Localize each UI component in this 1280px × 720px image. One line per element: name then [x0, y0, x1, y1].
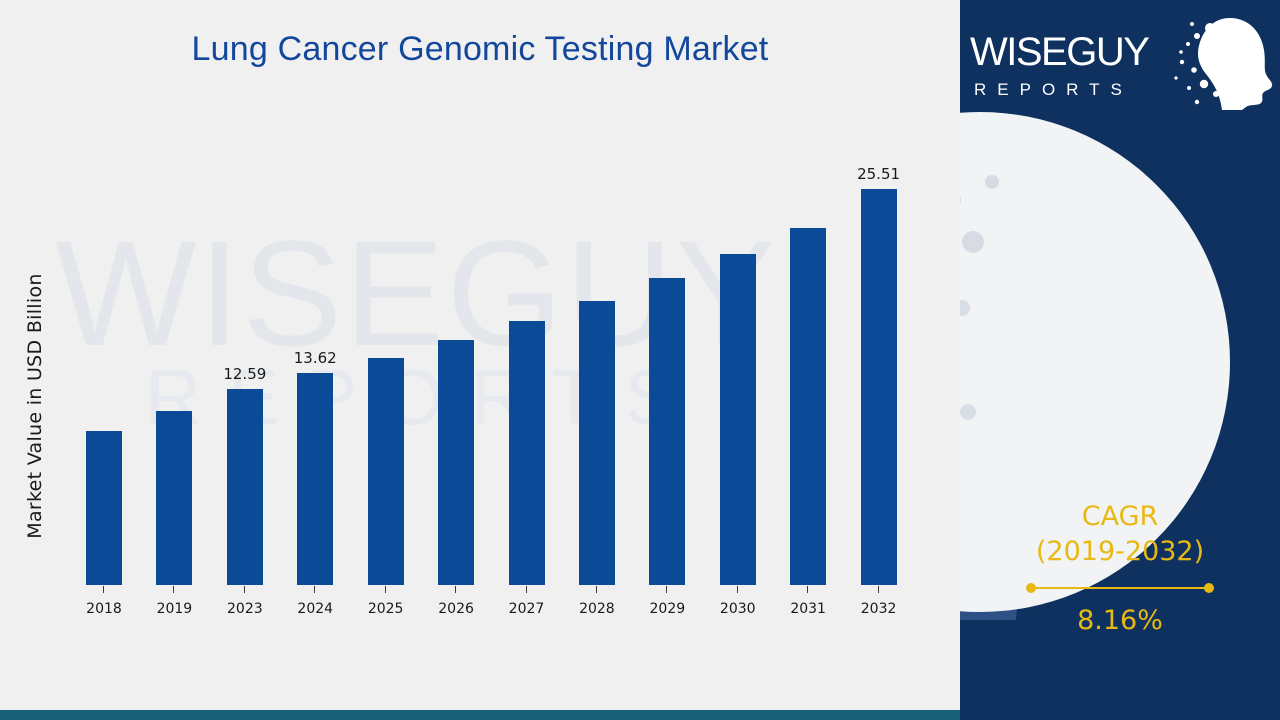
bar-value-label-2023: 12.59	[223, 365, 267, 384]
x-tick-mark	[807, 586, 809, 593]
bar-2025	[367, 357, 404, 585]
bar-2030	[719, 254, 756, 585]
page-title: Lung Cancer Genomic Testing Market	[191, 30, 769, 68]
x-tick-label-2019: 2019	[156, 601, 193, 617]
y-axis-title: Market Value in USD Billion	[24, 273, 46, 539]
divider-dot-left	[1026, 583, 1036, 594]
cagr-divider	[1026, 583, 1214, 594]
cagr-block: CAGR (2019-2032) 8.16%	[960, 500, 1280, 636]
x-tick-mark	[173, 586, 175, 593]
x-tick-mark	[384, 586, 386, 593]
head-profile-icon	[1174, 18, 1273, 110]
logo-wordmark: WISEGUY	[970, 30, 1150, 74]
x-tick-label-2032: 2032	[860, 601, 897, 617]
x-tick-label-2026: 2026	[438, 601, 474, 617]
x-tick-label-2028: 2028	[579, 601, 615, 617]
bar-2018	[86, 431, 122, 585]
bar-2027	[508, 321, 545, 585]
x-tick-mark	[736, 586, 738, 593]
x-tick-label-2025: 2025	[367, 601, 404, 617]
bar-2019	[156, 411, 193, 585]
bar-chart-plot-area: 2018 2019 12.59 2023 13.62 2024 2025 2026 2027 20…	[76, 150, 921, 617]
x-tick-mark	[595, 586, 597, 593]
x-tick-label-2027: 2027	[508, 601, 545, 617]
bar-value-label-2024: 13.62	[293, 349, 337, 368]
chart-panel: WISEGUY REPORTS Lung Cancer Genomic Test…	[0, 30, 960, 720]
x-tick-mark	[103, 586, 104, 593]
x-tick-label-2031: 2031	[790, 601, 826, 617]
bar-2031	[790, 227, 827, 585]
bar-2023	[226, 389, 263, 585]
x-tick-label-2018: 2018	[86, 601, 122, 617]
bar-2029	[649, 278, 686, 585]
bar-2024	[297, 373, 334, 585]
x-tick-label-2023: 2023	[227, 601, 263, 617]
x-tick-label-2030: 2030	[719, 601, 756, 617]
wiseguy-reports-logo: WISEGUY REPORTS	[960, 0, 1280, 120]
x-tick-label-2029: 2029	[649, 601, 686, 617]
branding-panel: WISEGUY REPORTS	[960, 0, 1280, 720]
logo-subtext: REPORTS	[974, 80, 1133, 99]
x-tick-mark	[525, 586, 527, 593]
cagr-value: 8.16%	[1077, 605, 1163, 637]
bar-2026	[438, 340, 475, 585]
x-tick-mark	[243, 586, 245, 593]
divider-dot-right	[1204, 583, 1214, 594]
x-tick-mark	[877, 586, 879, 593]
bar-2032	[860, 188, 897, 585]
x-tick-mark	[455, 586, 457, 593]
bar-2028	[578, 300, 615, 585]
cagr-label: CAGR	[1081, 501, 1159, 532]
x-tick-mark	[314, 586, 316, 593]
bar-value-label-2032: 25.51	[857, 164, 901, 183]
bottom-accent-strip	[0, 710, 960, 720]
x-tick-label-2024: 2024	[297, 601, 334, 617]
cagr-period: (2019-2032)	[1035, 535, 1205, 567]
divider-line	[1031, 587, 1209, 590]
x-tick-mark	[666, 586, 668, 593]
molecule-dots-decor	[960, 175, 999, 420]
